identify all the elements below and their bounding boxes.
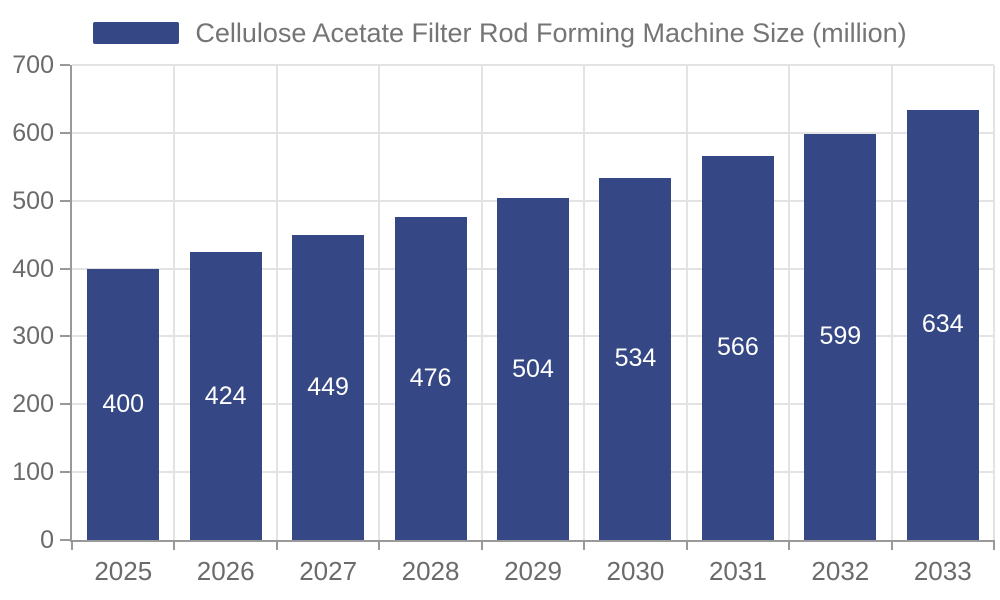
grid-line-horizontal (72, 64, 994, 66)
x-tick-label: 2026 (196, 556, 255, 586)
bar-value-label: 424 (204, 381, 247, 410)
y-tick-label: 100 (12, 458, 54, 487)
x-tick-label: 2027 (299, 556, 358, 586)
y-tick-label: 700 (12, 51, 54, 79)
x-tick-label: 2032 (811, 556, 870, 586)
x-tick-label: 2025 (94, 556, 153, 586)
bar-value-label: 534 (614, 344, 657, 373)
grid-line-vertical (173, 65, 176, 540)
grid-line-vertical (993, 65, 995, 540)
grid-line-horizontal (72, 131, 994, 134)
y-axis-tick (60, 267, 70, 270)
x-axis-tick (788, 540, 791, 550)
grid-line-vertical (275, 65, 278, 540)
y-axis-tick (60, 64, 70, 66)
y-axis-tick (60, 403, 70, 406)
bar-2032[interactable]: 599 (804, 133, 877, 540)
x-axis-tick (378, 540, 381, 550)
x-tick-label: 2031 (708, 556, 767, 586)
x-tick-label: 2033 (913, 556, 972, 586)
bar-2031[interactable]: 566 (701, 155, 774, 540)
bar-value-label: 476 (409, 364, 452, 392)
y-axis-line (70, 65, 72, 542)
y-tick-label: 0 (40, 526, 54, 554)
bar-value-label: 400 (102, 389, 145, 418)
x-axis-tick (583, 540, 586, 550)
bar-2027[interactable]: 449 (292, 235, 365, 540)
y-axis-tick (60, 471, 70, 474)
y-axis-tick (60, 199, 70, 202)
x-axis-tick (890, 540, 893, 550)
grid-line-vertical (788, 65, 791, 540)
x-tick-label: 2030 (606, 556, 665, 586)
legend-label: Cellulose Acetate Filter Rod Forming Mac… (195, 17, 907, 48)
y-axis-tick (60, 539, 70, 541)
bar-2029[interactable]: 504 (497, 198, 569, 540)
x-tick-label: 2028 (401, 556, 460, 586)
bar-value-label: 599 (819, 322, 862, 351)
grid-line-vertical (890, 65, 893, 540)
grid-line-vertical (378, 65, 381, 540)
legend-swatch (93, 22, 180, 44)
y-tick-label: 200 (12, 390, 54, 419)
grid-line-vertical (583, 65, 586, 540)
y-axis-tick (60, 335, 70, 338)
bar-2030[interactable]: 534 (599, 177, 672, 540)
bar-value-label: 504 (512, 354, 554, 383)
x-axis-tick (993, 540, 995, 550)
x-tick-label: 2029 (504, 556, 562, 586)
bar-2028[interactable]: 476 (394, 217, 467, 540)
y-axis-tick (60, 131, 70, 134)
y-tick-label: 500 (12, 186, 54, 215)
x-axis-tick (275, 540, 278, 550)
y-tick-label: 600 (12, 118, 54, 147)
x-axis-tick (71, 540, 73, 550)
x-axis-line (70, 540, 994, 542)
plot-area: 0 100 200 300 400 500 600 700 2025 2026 2027 2028 20… (12, 51, 995, 586)
bar-2025[interactable]: 400 (87, 268, 160, 540)
bar-value-label: 566 (717, 333, 759, 362)
x-axis-tick (173, 540, 176, 550)
grid-line-vertical (685, 65, 688, 540)
bar-value-label: 634 (921, 310, 964, 339)
grid-line-vertical (480, 65, 483, 540)
bar-2033[interactable]: 634 (906, 109, 979, 540)
x-axis-tick (685, 540, 688, 550)
bar-2026[interactable]: 424 (189, 252, 262, 540)
y-tick-label: 400 (12, 254, 54, 283)
y-tick-label: 300 (12, 322, 54, 351)
x-axis-tick (480, 540, 483, 550)
legend-item[interactable]: Cellulose Acetate Filter Rod Forming Mac… (0, 16, 1000, 50)
bar-value-label: 449 (307, 373, 349, 402)
